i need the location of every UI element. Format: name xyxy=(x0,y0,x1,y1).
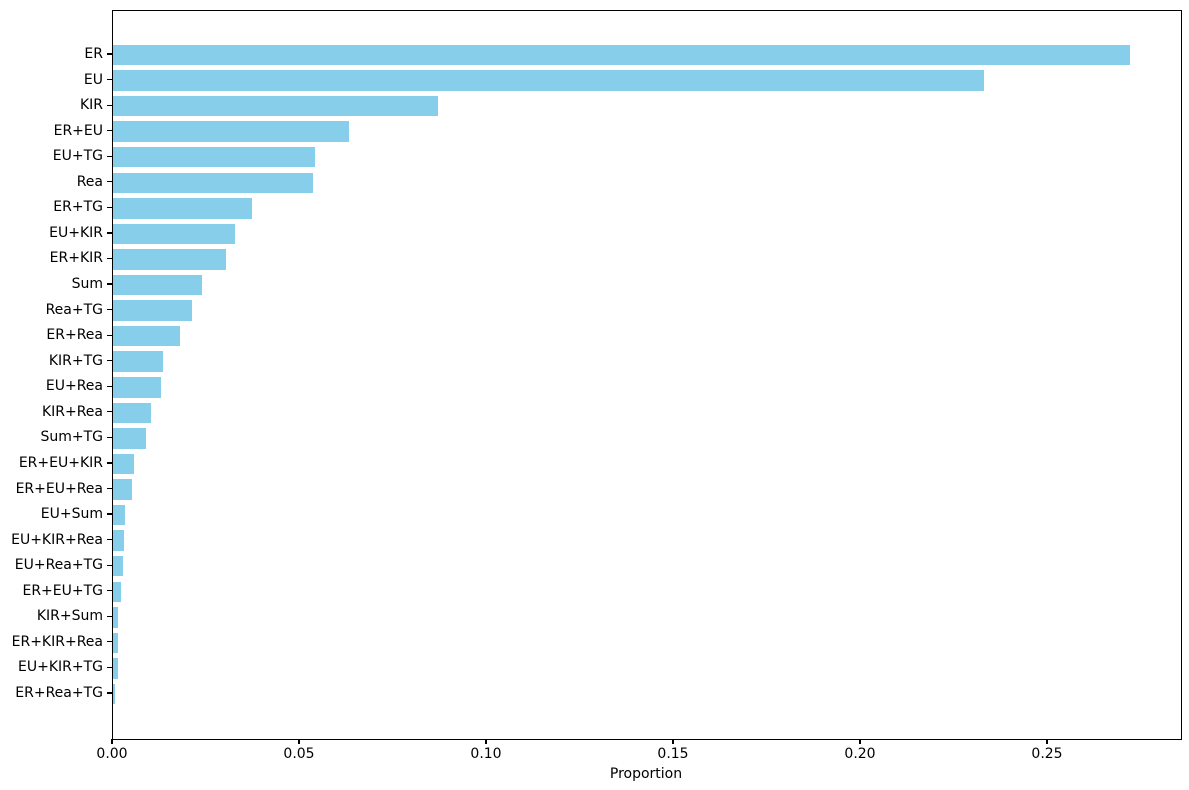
y-tick-mark xyxy=(107,615,112,617)
y-tick-label: EU+Sum xyxy=(40,506,103,523)
y-tick-mark xyxy=(107,462,112,464)
x-tick-label: 0.00 xyxy=(96,746,128,762)
bar xyxy=(113,428,146,449)
y-tick-label: ER+Rea xyxy=(46,327,103,344)
bar xyxy=(113,402,152,424)
bar xyxy=(113,146,315,168)
y-tick-mark xyxy=(107,513,112,515)
y-tick-mark xyxy=(107,206,112,208)
y-tick-label: EU+KIR xyxy=(49,224,103,241)
y-tick-label: KIR+Sum xyxy=(36,608,103,625)
y-tick-label: ER+EU+Rea xyxy=(15,480,103,497)
y-tick-mark xyxy=(107,78,112,81)
plot-area xyxy=(112,10,1182,740)
x-tick-mark xyxy=(1046,739,1048,744)
bar xyxy=(113,504,125,526)
bar xyxy=(113,607,119,628)
y-tick-label: Rea+TG xyxy=(45,301,103,318)
y-tick-label: Sum+TG xyxy=(40,429,103,446)
y-tick-mark xyxy=(107,53,112,55)
bar xyxy=(113,198,253,219)
y-tick-mark xyxy=(107,309,112,311)
y-tick-label: Sum xyxy=(71,276,103,293)
x-axis-label: Proportion xyxy=(609,766,683,782)
bar xyxy=(113,172,314,194)
bar xyxy=(113,300,192,321)
bar xyxy=(113,555,123,577)
x-tick-label: 0.05 xyxy=(283,746,315,762)
bar xyxy=(113,479,133,500)
y-tick-mark xyxy=(107,692,112,694)
x-tick-label: 0.15 xyxy=(657,746,689,762)
y-tick-mark xyxy=(107,641,112,643)
y-tick-label: EU+KIR+Rea xyxy=(11,531,103,548)
y-tick-mark xyxy=(107,666,112,669)
y-tick-label: ER+EU+KIR xyxy=(18,454,103,471)
bar xyxy=(113,325,180,347)
y-tick-label: KIR xyxy=(79,97,103,114)
y-tick-label: ER+KIR xyxy=(49,250,103,267)
x-tick-label: 0.25 xyxy=(1031,746,1063,762)
bar xyxy=(113,274,202,296)
bar xyxy=(113,121,349,142)
y-tick-mark xyxy=(107,487,112,490)
y-tick-label: EU+Rea xyxy=(45,378,103,395)
bar xyxy=(113,581,122,602)
y-tick-mark xyxy=(107,334,112,336)
bar xyxy=(113,683,116,705)
y-tick-label: ER+EU+TG xyxy=(22,582,103,599)
y-tick-mark xyxy=(107,564,112,566)
y-tick-label: EU xyxy=(83,71,103,88)
y-tick-mark xyxy=(107,257,112,260)
bar xyxy=(113,377,161,398)
bar xyxy=(113,249,226,270)
y-tick-mark xyxy=(107,411,112,413)
y-tick-label: EU+KIR+TG xyxy=(18,659,103,676)
y-tick-mark xyxy=(107,436,112,438)
x-tick-mark xyxy=(485,739,487,744)
x-tick-mark xyxy=(298,739,300,744)
y-tick-label: KIR+TG xyxy=(48,352,103,369)
y-tick-label: ER+KIR+Rea xyxy=(11,633,103,650)
y-tick-mark xyxy=(107,232,112,234)
bar xyxy=(113,44,1130,66)
y-tick-mark xyxy=(107,155,112,157)
y-tick-label: ER xyxy=(84,46,103,62)
y-tick-mark xyxy=(107,360,112,362)
bar xyxy=(113,530,125,551)
y-tick-mark xyxy=(107,104,112,106)
bar xyxy=(113,453,134,475)
y-tick-label: Rea xyxy=(76,173,103,190)
y-tick-label: ER+EU xyxy=(53,122,103,139)
x-tick-mark xyxy=(859,739,861,744)
y-tick-label: ER+Rea+TG xyxy=(15,685,103,701)
y-tick-mark xyxy=(107,130,112,132)
bar xyxy=(113,95,438,117)
bar xyxy=(113,70,984,91)
y-tick-label: KIR+Rea xyxy=(41,403,103,420)
y-tick-mark xyxy=(107,283,112,285)
y-tick-label: ER+TG xyxy=(53,199,103,216)
bar xyxy=(113,223,235,245)
x-tick-label: 0.20 xyxy=(844,746,876,762)
x-tick-label: 0.10 xyxy=(470,746,502,762)
y-tick-label: EU+TG xyxy=(52,148,103,165)
bar xyxy=(113,351,164,372)
y-tick-mark xyxy=(107,385,112,387)
y-tick-mark xyxy=(107,539,112,541)
x-tick-mark xyxy=(672,739,674,744)
y-tick-mark xyxy=(107,181,112,183)
bar xyxy=(113,632,119,654)
y-tick-mark xyxy=(107,590,112,592)
bar xyxy=(113,658,118,679)
y-tick-label: EU+Rea+TG xyxy=(14,557,103,574)
x-tick-mark xyxy=(111,739,113,744)
